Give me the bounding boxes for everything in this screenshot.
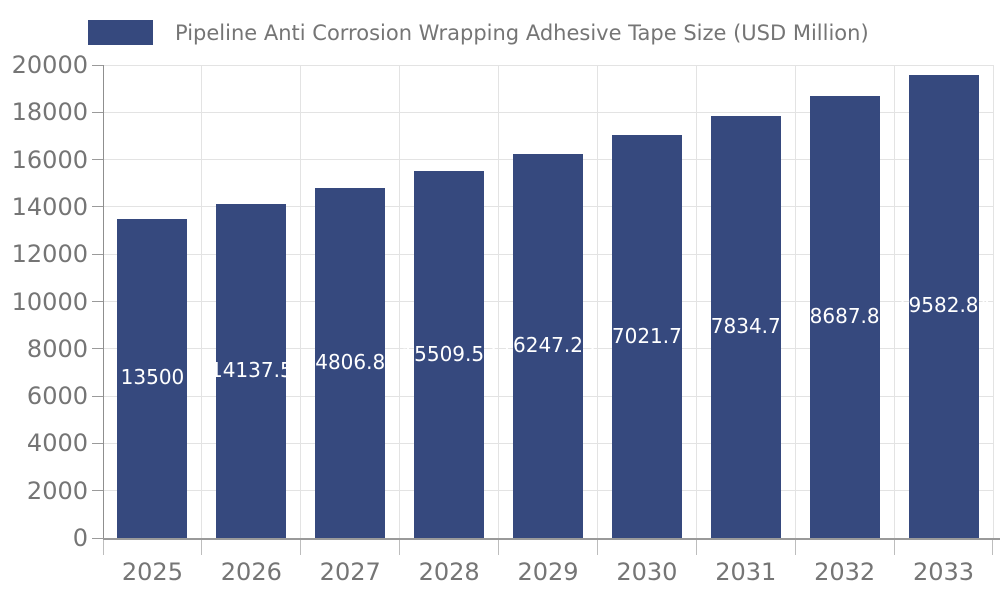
gridline-vertical bbox=[596, 65, 598, 538]
legend[interactable]: Pipeline Anti Corrosion Wrapping Adhesiv… bbox=[88, 20, 869, 45]
y-tick-mark bbox=[92, 442, 103, 444]
y-tick-mark bbox=[92, 301, 103, 302]
y-tick-mark bbox=[92, 253, 103, 255]
y-tick-label: 0 bbox=[72, 524, 88, 552]
y-tick-mark bbox=[92, 348, 103, 350]
x-tick-label: 2032 bbox=[814, 558, 876, 586]
gridline-vertical bbox=[399, 65, 401, 538]
gridline-vertical bbox=[794, 65, 796, 538]
y-tick-label: 20000 bbox=[11, 51, 88, 79]
y-tick-label: 16000 bbox=[11, 145, 88, 174]
x-tick-mark bbox=[893, 539, 895, 555]
y-tick-mark bbox=[92, 206, 103, 208]
gridline-vertical bbox=[201, 65, 203, 538]
bar-2026[interactable] bbox=[216, 203, 287, 538]
gridline-horizontal bbox=[103, 64, 993, 66]
y-tick-mark bbox=[92, 111, 103, 113]
legend-swatch bbox=[88, 20, 153, 45]
y-tick-label: 4000 bbox=[26, 429, 88, 458]
y-tick-label: 12000 bbox=[11, 240, 88, 269]
y-tick-label: 14000 bbox=[11, 192, 88, 221]
y-tick-label: 2000 bbox=[26, 476, 88, 505]
x-tick-label: 2031 bbox=[715, 558, 777, 586]
bar-2027[interactable] bbox=[315, 187, 386, 538]
x-tick-label: 2029 bbox=[517, 558, 579, 586]
y-tick-label: 8000 bbox=[26, 334, 88, 363]
gridline-horizontal bbox=[103, 111, 993, 113]
y-tick-label: 18000 bbox=[11, 98, 88, 127]
y-tick-mark bbox=[92, 395, 103, 397]
x-tick-label: 2027 bbox=[319, 558, 381, 586]
bar-2030[interactable] bbox=[611, 135, 682, 538]
bar-2025[interactable] bbox=[117, 218, 188, 538]
y-tick-label: 10000 bbox=[11, 287, 88, 316]
x-tick-label: 2033 bbox=[913, 558, 975, 586]
bar-2028[interactable] bbox=[414, 171, 485, 538]
x-tick-mark bbox=[695, 539, 697, 555]
x-tick-mark bbox=[102, 539, 104, 555]
bar-2029[interactable] bbox=[513, 153, 583, 538]
gridline-vertical bbox=[992, 65, 994, 538]
gridline-vertical bbox=[498, 65, 500, 538]
x-tick-label: 2025 bbox=[121, 558, 183, 586]
bar-2033[interactable] bbox=[908, 74, 979, 538]
y-tick-mark bbox=[92, 537, 103, 539]
x-tick-mark bbox=[498, 539, 500, 555]
x-tick-mark bbox=[991, 539, 993, 555]
plot-area: 13500 14137.5 14806.87 15509.53 16247.29 1702… bbox=[92, 64, 1000, 555]
x-tick-mark bbox=[596, 539, 598, 555]
gridline-vertical bbox=[695, 65, 697, 538]
x-tick-mark bbox=[399, 539, 401, 555]
x-axis-line bbox=[103, 538, 1000, 540]
bar-2032[interactable] bbox=[809, 96, 880, 538]
x-tick-mark bbox=[201, 539, 203, 555]
x-tick-label: 2028 bbox=[418, 558, 480, 586]
y-axis-line bbox=[103, 65, 104, 538]
x-tick-label: 2026 bbox=[220, 558, 282, 586]
x-tick-mark bbox=[794, 539, 796, 555]
x-tick-mark bbox=[300, 539, 302, 555]
y-tick-mark bbox=[92, 490, 103, 492]
y-tick-label: 6000 bbox=[26, 382, 88, 411]
gridline-vertical bbox=[893, 65, 895, 538]
legend-label: Pipeline Anti Corrosion Wrapping Adhesiv… bbox=[175, 20, 869, 45]
y-tick-mark bbox=[92, 64, 103, 66]
bar-2031[interactable] bbox=[710, 116, 781, 538]
y-tick-mark bbox=[92, 159, 103, 161]
x-tick-label: 2030 bbox=[616, 558, 678, 586]
gridline-vertical bbox=[300, 65, 302, 538]
